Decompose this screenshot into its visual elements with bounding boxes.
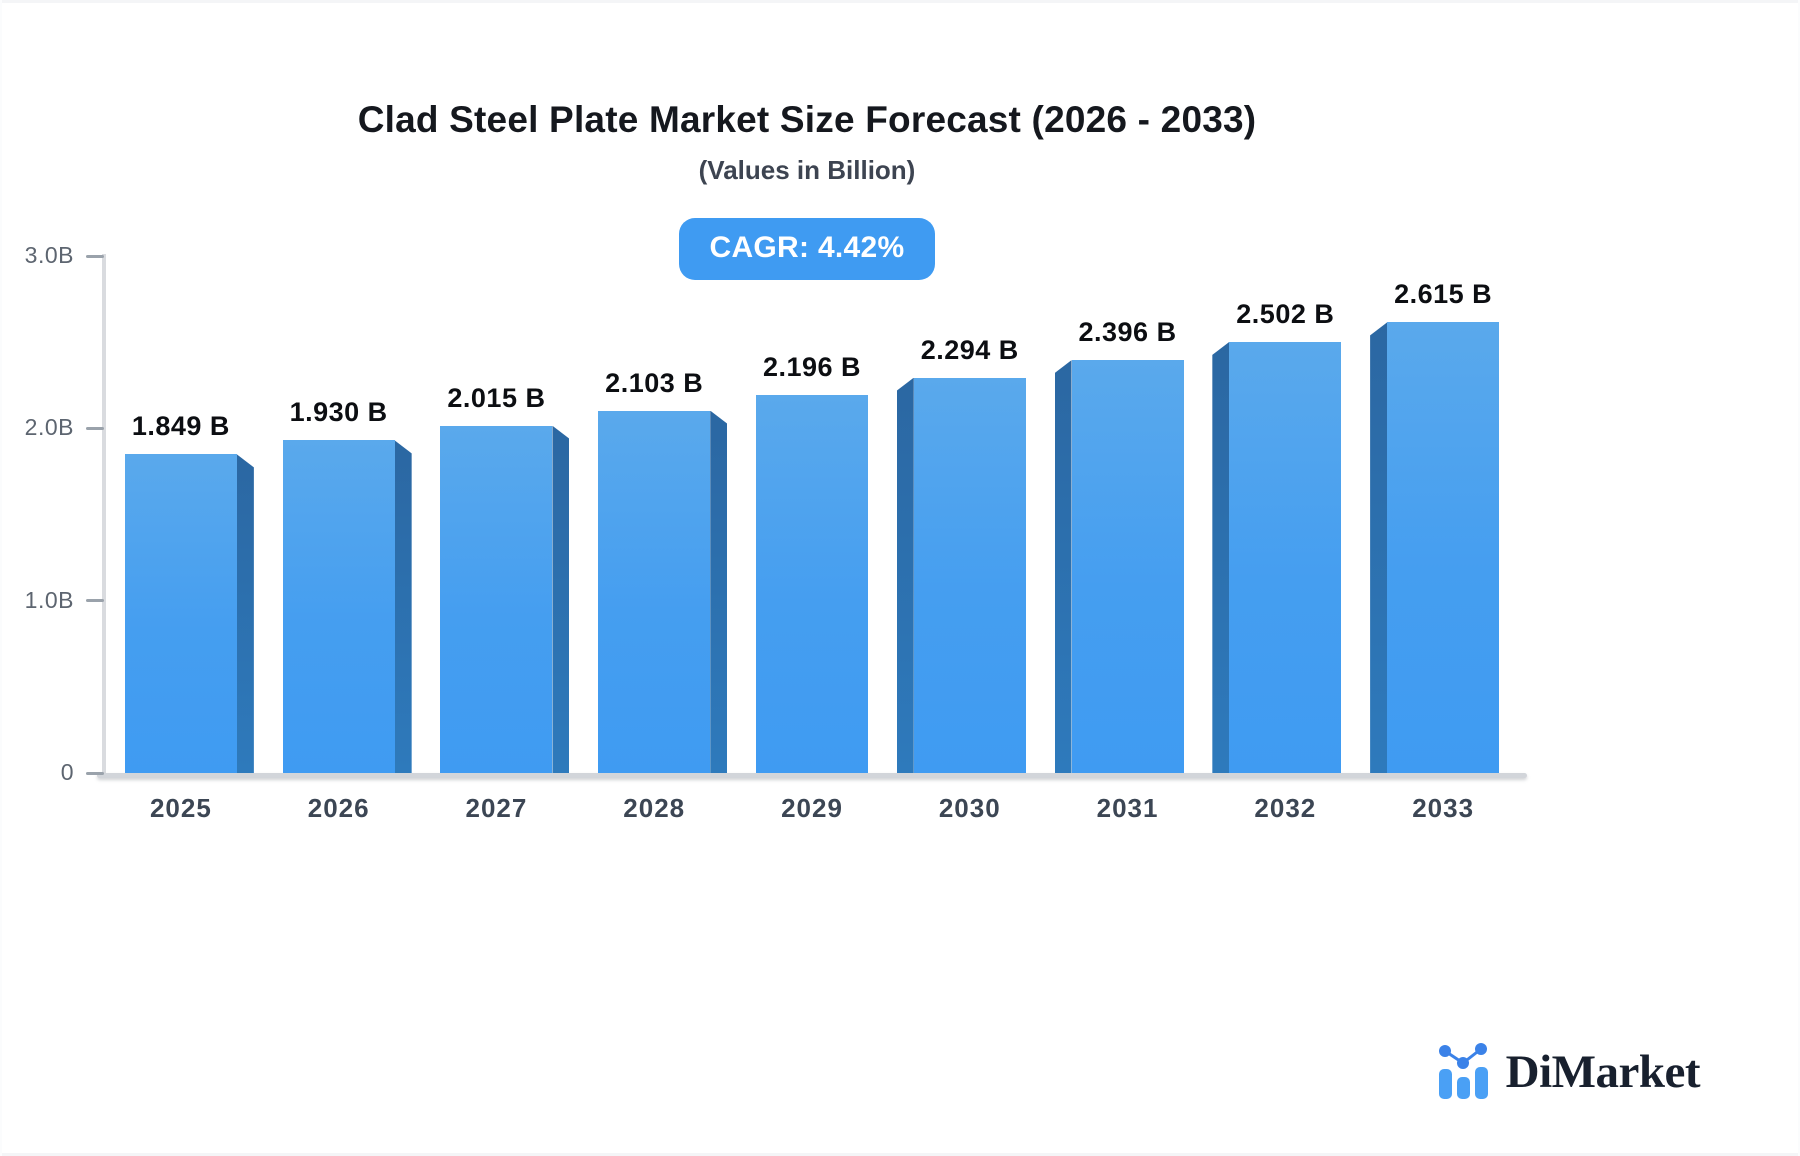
bar-value-label: 2.396 B [1078,317,1177,348]
bar-3d-side [1054,360,1072,773]
bar-2030 [896,377,1026,773]
bar-2031 [1054,360,1184,773]
y-axis-tick-label: 0 [60,759,74,785]
chart-title: Clad Steel Plate Market Size Forecast (2… [357,99,1257,140]
bar-face [124,454,237,773]
x-axis-baseline [97,773,1527,778]
bar-3d-side [1370,322,1388,773]
bar-3d-side [710,410,728,773]
bar-value-label: 1.849 B [131,411,230,442]
bar-3d-side [896,377,914,773]
x-axis-label-2027: 2027 [465,793,528,823]
brand-name: DiMarket [1505,1046,1701,1098]
cagr-badge: CAGR: 4.42% [679,218,935,280]
bar-chart-plot-area: 3.0B 2.0B 1.0B 0 1.849 B 2025 1.930 B 2026 2.015… [25,242,1527,823]
y-axis-tick [86,254,104,258]
bar-face [913,377,1026,773]
x-axis-label-2031: 2031 [1096,793,1159,823]
bar-2029 [756,394,868,773]
y-axis-tick [86,771,104,775]
bar-face [1229,341,1342,773]
bar-face [440,425,553,773]
x-axis-label-2025: 2025 [149,793,212,823]
bar-value-label: 2.196 B [762,351,862,382]
bar-3d-side [1212,341,1230,773]
bar-3d-side [552,425,570,773]
chart-header: Clad Steel Plate Market Size Forecast (2… [97,3,1517,280]
y-axis-tick [86,426,104,430]
bar-value-label: 2.294 B [920,334,1019,365]
bar-value-label: 1.930 B [289,397,388,428]
bar-value-label: 2.615 B [1394,279,1493,310]
bar-2025 [124,454,254,773]
x-axis-label-2033: 2033 [1412,793,1475,823]
bar-2033 [1370,322,1500,773]
bar-3d-side [394,440,412,773]
x-axis-label-2029: 2029 [781,793,843,823]
y-axis-tick-label: 2.0B [24,414,74,441]
bar-value-label: 2.502 B [1236,298,1335,329]
bar-2032 [1212,341,1342,773]
y-axis-tick [86,599,104,603]
x-axis-label-2032: 2032 [1254,793,1317,823]
bar-2026 [282,440,412,773]
x-axis-label-2026: 2026 [307,793,370,823]
y-axis-line [102,254,106,773]
bar-value-label: 2.103 B [605,367,704,398]
bar-face [1071,360,1184,773]
y-axis-tick-label: 1.0B [24,586,74,613]
bar-face [1387,322,1500,773]
x-axis-label-2030: 2030 [938,793,1001,823]
bar-line-chart-logo-icon [1438,1043,1488,1099]
bar-2028 [598,410,728,773]
bar-3d-side [236,454,254,773]
chart-subtitle: (Values in Billion) [698,155,916,185]
bar-2027 [440,425,570,773]
y-axis-tick-label: 3.0B [24,242,74,268]
bar-face [756,394,868,773]
x-axis-label-2028: 2028 [623,793,686,823]
brand-logo: DiMarket [1436,1043,1701,1101]
bar-face [598,410,711,773]
bar-value-label: 2.015 B [447,382,546,413]
bar-face [282,440,395,773]
